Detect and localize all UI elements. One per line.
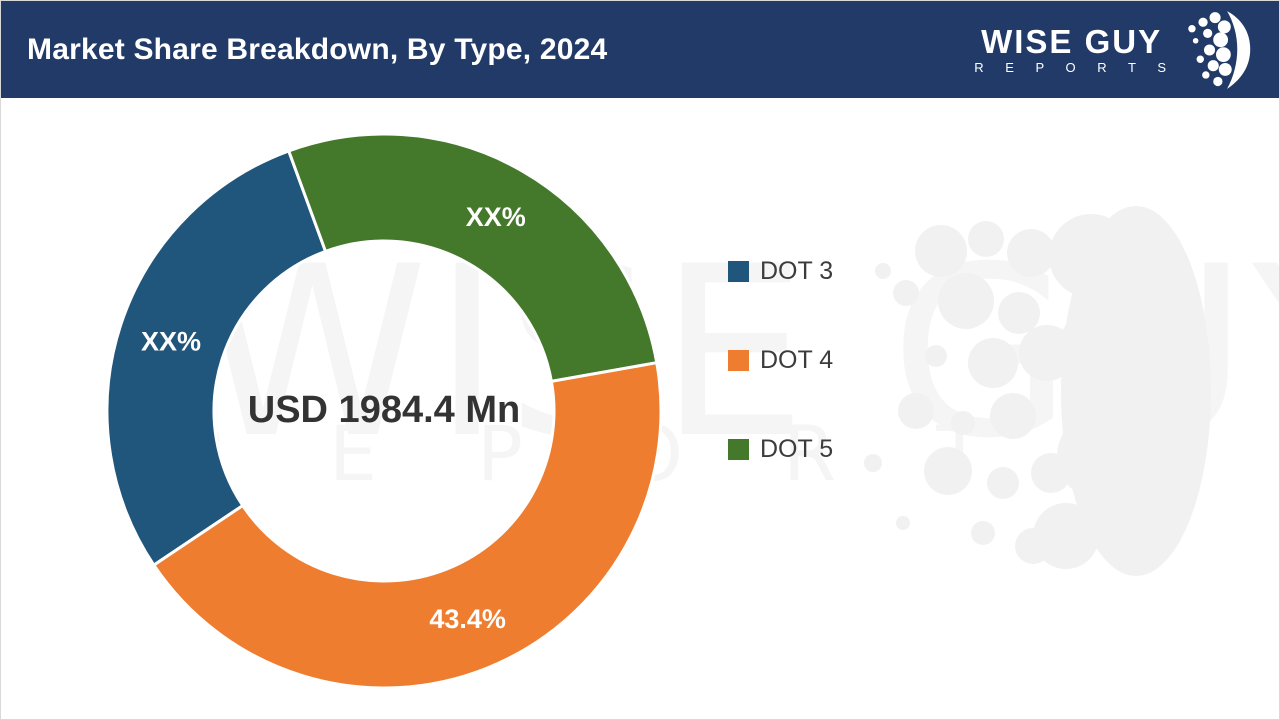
- legend-item-dot4[interactable]: DOT 4: [728, 347, 833, 373]
- legend-label-dot4: DOT 4: [760, 345, 834, 374]
- legend-item-dot5[interactable]: DOT 5: [728, 436, 833, 462]
- segment-label-dot-5: XX%: [466, 202, 526, 232]
- wise-guy-reports-logo: WISE GUY R E P O R T S: [968, 8, 1253, 92]
- donut-segment-dot-3[interactable]: [105, 149, 328, 567]
- segment-label-dot-4: 43.4%: [429, 604, 506, 634]
- legend-label-dot3: DOT 3: [760, 256, 834, 285]
- segment-label-dot-3: XX%: [141, 327, 201, 357]
- legend-swatch-dot3: [728, 260, 749, 282]
- legend-swatch-dot5: [728, 438, 749, 460]
- legend-item-dot3[interactable]: DOT 3: [728, 258, 833, 284]
- chart-legend: DOT 3 DOT 4 DOT 5: [728, 258, 833, 525]
- logo-subtitle: R E P O R T S: [974, 60, 1175, 75]
- logo-text: WISE GUY R E P O R T S: [968, 25, 1175, 74]
- donut-center-value: USD 1984.4 Mn: [248, 389, 520, 431]
- dotted-face-icon: [1188, 10, 1251, 89]
- page-title: Market Share Breakdown, By Type, 2024: [27, 32, 608, 66]
- donut-segments: XX% XX% 43.4%: [105, 132, 663, 690]
- donut-segment-dot-5[interactable]: [287, 132, 659, 383]
- logo-wordmark: WISE GUY: [981, 23, 1163, 60]
- donut-segment-dot-4[interactable]: [152, 361, 663, 690]
- legend-swatch-dot4: [728, 349, 749, 371]
- header-bar: Market Share Breakdown, By Type, 2024 WI…: [1, 1, 1279, 98]
- legend-label-dot5: DOT 5: [760, 434, 834, 463]
